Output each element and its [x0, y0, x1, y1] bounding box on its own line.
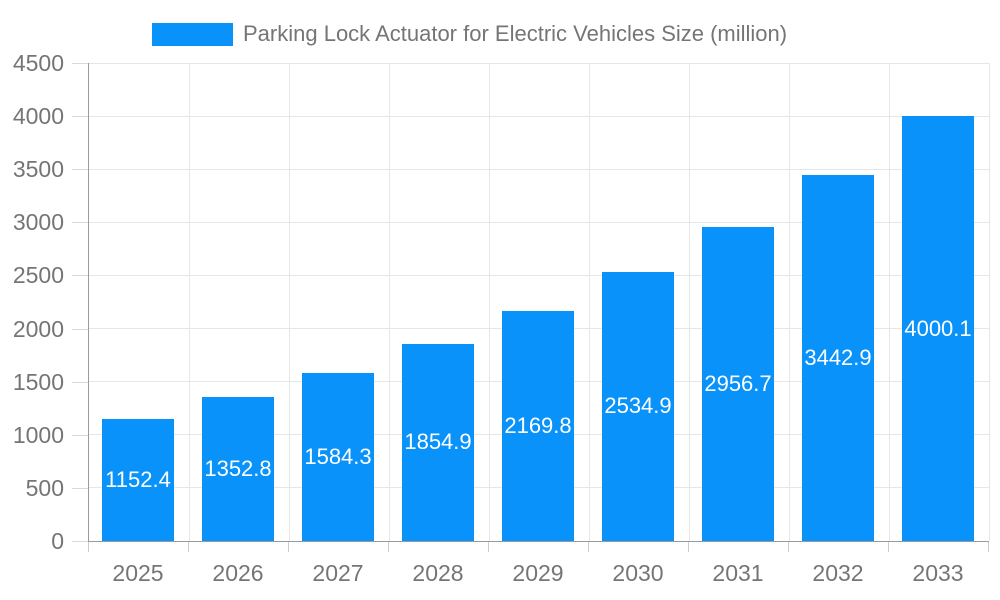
bar-2030[interactable]: 2534.9	[602, 271, 674, 541]
x-axis-label: 2033	[912, 560, 964, 586]
bar-value-label: 1352.8	[204, 456, 272, 482]
x-gridline	[488, 63, 490, 541]
y-axis-tick	[72, 169, 88, 171]
y-axis-label: 4500	[12, 50, 64, 76]
x-gridline	[988, 63, 990, 541]
bar-value-label: 2956.7	[704, 370, 772, 396]
x-gridline	[388, 63, 390, 541]
y-axis-tick	[72, 63, 88, 64]
x-axis-label: 2027	[312, 560, 364, 586]
bar-2029[interactable]: 2169.8	[502, 310, 574, 541]
bar-2025[interactable]: 1152.4	[102, 418, 174, 541]
bar-2028[interactable]: 1854.9	[402, 343, 474, 541]
y-axis-tick	[72, 328, 88, 330]
y-axis-tick	[72, 222, 88, 224]
y-axis-label: 1500	[12, 368, 64, 395]
y-gridline	[89, 274, 989, 276]
bar-value-label: 2534.9	[604, 393, 672, 419]
x-axis-label: 2028	[412, 560, 464, 586]
x-axis-tick	[888, 542, 889, 552]
y-axis-label: 500	[25, 474, 64, 501]
bar-value-label: 1584.3	[304, 443, 372, 469]
x-axis-tick	[788, 542, 789, 552]
x-gridline	[688, 63, 690, 541]
bar-2031[interactable]: 2956.7	[702, 226, 774, 541]
bar-2033[interactable]: 4000.1	[902, 116, 974, 541]
bar-value-label: 2169.8	[504, 412, 572, 438]
bar-value-label: 4000.1	[904, 315, 972, 341]
x-axis-tick	[288, 542, 289, 552]
bar-2032[interactable]: 3442.9	[802, 175, 874, 541]
y-gridline	[89, 221, 989, 223]
y-axis-label: 3500	[12, 156, 64, 183]
x-gridline	[888, 63, 890, 541]
y-axis-tick	[72, 381, 88, 383]
y-axis-tick	[72, 275, 88, 277]
x-axis-tick	[188, 542, 189, 552]
legend-label: Parking Lock Actuator for Electric Vehic…	[243, 21, 788, 46]
legend-item[interactable]: Parking Lock Actuator for Electric Vehic…	[152, 21, 787, 47]
bar-value-label: 1152.4	[105, 466, 171, 492]
x-gridline	[788, 63, 790, 541]
y-axis-label: 1000	[12, 421, 64, 448]
y-gridline	[89, 115, 989, 117]
bar-2026[interactable]: 1352.8	[202, 397, 274, 541]
x-axis-label: 2032	[812, 560, 864, 586]
x-axis-tick	[688, 542, 689, 552]
bar-2027[interactable]: 1584.3	[302, 372, 374, 541]
y-gridline	[89, 168, 989, 170]
legend-swatch	[152, 22, 233, 46]
x-axis-tick	[988, 542, 989, 552]
y-axis-tick	[72, 541, 88, 542]
y-axis-label: 4000	[12, 103, 64, 130]
y-axis-label: 3000	[12, 209, 64, 236]
x-axis-label: 2026	[212, 560, 264, 586]
x-axis-tick	[488, 542, 489, 552]
x-axis-tick	[588, 542, 589, 552]
x-axis-tick	[388, 542, 389, 552]
x-axis-label: 2030	[612, 560, 664, 586]
y-axis-label: 2500	[12, 262, 64, 289]
y-gridline	[89, 62, 989, 64]
x-gridline	[288, 63, 290, 541]
y-axis-label: 0	[51, 528, 64, 554]
x-axis-tick	[88, 542, 89, 552]
y-axis-tick	[72, 487, 88, 489]
x-axis-label: 2031	[712, 560, 764, 586]
x-axis-label: 2029	[512, 560, 564, 586]
y-axis-tick	[72, 116, 88, 118]
x-gridline	[588, 63, 590, 541]
x-gridline	[188, 63, 190, 541]
bar-value-label: 3442.9	[804, 345, 872, 371]
y-axis-label: 2000	[12, 315, 64, 342]
bar-value-label: 1854.9	[404, 429, 472, 455]
x-axis-label: 2025	[112, 560, 164, 586]
y-axis-tick	[72, 434, 88, 436]
